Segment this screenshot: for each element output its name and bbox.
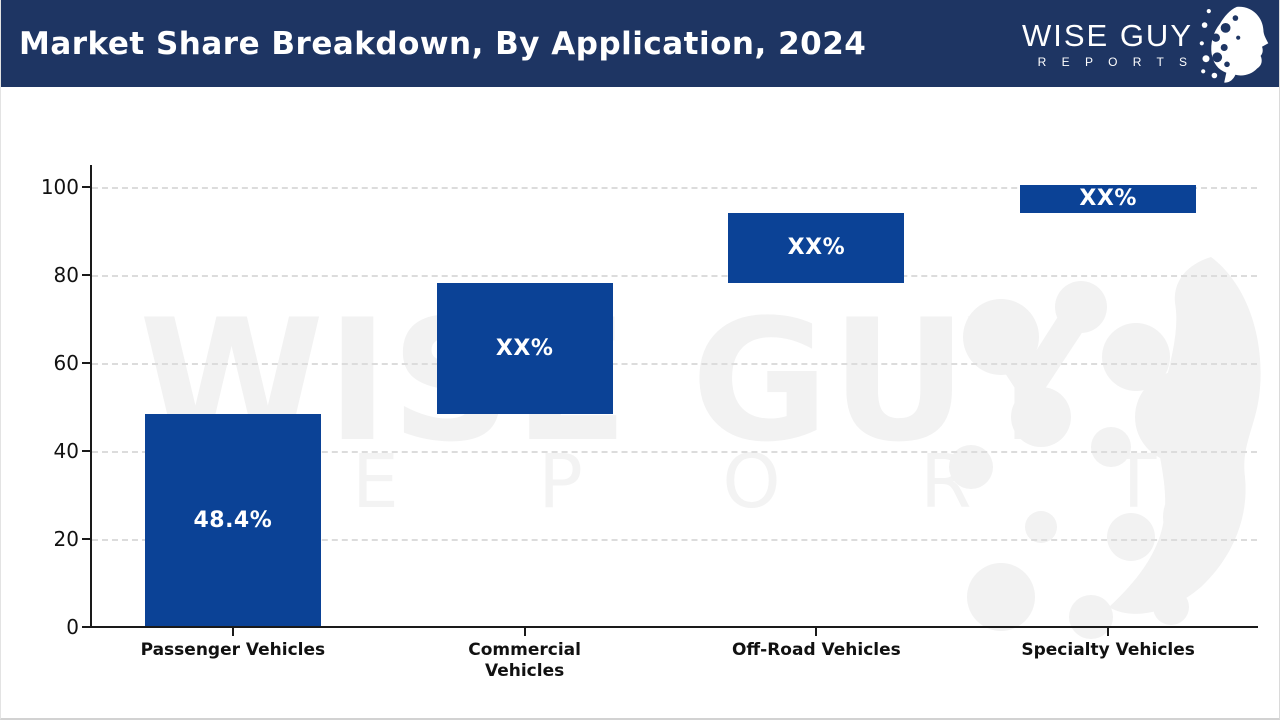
y-tick-mark — [82, 626, 90, 628]
x-tick-mark — [815, 628, 818, 636]
gridline-80 — [92, 275, 1257, 277]
logo-wordmark-line2: R E P O R T S — [1037, 55, 1193, 69]
header-bar: Market Share Breakdown, By Application, … — [1, 0, 1279, 87]
x-tick-mark — [523, 628, 526, 636]
x-axis-line — [90, 626, 1258, 628]
y-tick-mark — [82, 538, 90, 540]
logo-wordmark-line1: WISE GUY — [1021, 18, 1193, 53]
bar-segment: XX% — [1020, 184, 1197, 213]
bar-segment: 48.4% — [144, 414, 321, 627]
gridline-100 — [92, 187, 1257, 189]
gridline-20 — [92, 539, 1257, 541]
x-axis-label: Off-Road Vehicles — [731, 640, 901, 660]
logo-wordmark: WISE GUY R E P O R T S — [1021, 18, 1193, 70]
y-tick-label: 100 — [40, 175, 79, 199]
bar-value-label: 48.4% — [193, 508, 273, 533]
logo-face-icon — [1199, 6, 1269, 83]
bar-value-label: XX% — [495, 335, 554, 361]
y-tick-label: 20 — [53, 527, 79, 551]
y-tick-mark — [82, 274, 90, 276]
x-axis-label: Specialty Vehicles — [1021, 640, 1195, 660]
watermark-face-icon — [949, 257, 1261, 639]
x-axis-label: Passenger Vehicles — [140, 640, 326, 660]
y-tick-label: 60 — [53, 351, 79, 375]
chart-title: Market Share Breakdown, By Application, … — [19, 25, 867, 62]
x-axis-label: Commercial Vehicles — [468, 640, 581, 681]
y-tick-label: 40 — [53, 439, 79, 463]
x-tick-mark — [231, 628, 234, 636]
bar-segment: XX% — [436, 282, 613, 415]
bar-value-label: XX% — [787, 235, 846, 261]
y-tick-label: 0 — [66, 615, 79, 639]
bar-segment: XX% — [728, 212, 905, 283]
y-tick-mark — [82, 186, 90, 188]
y-tick-mark — [82, 450, 90, 452]
gridline-40 — [92, 451, 1257, 453]
gridline-60 — [92, 363, 1257, 365]
waterfall-chart: WISE GUY R E P O R T S 0 20 40 60 — [1, 87, 1279, 718]
bar-value-label: XX% — [1079, 186, 1137, 212]
y-axis-line — [90, 165, 92, 628]
y-tick-label: 80 — [53, 263, 79, 287]
x-tick-mark — [1107, 628, 1110, 636]
y-tick-mark — [82, 362, 90, 364]
wise-guy-logo: WISE GUY R E P O R T S — [1022, 4, 1269, 84]
